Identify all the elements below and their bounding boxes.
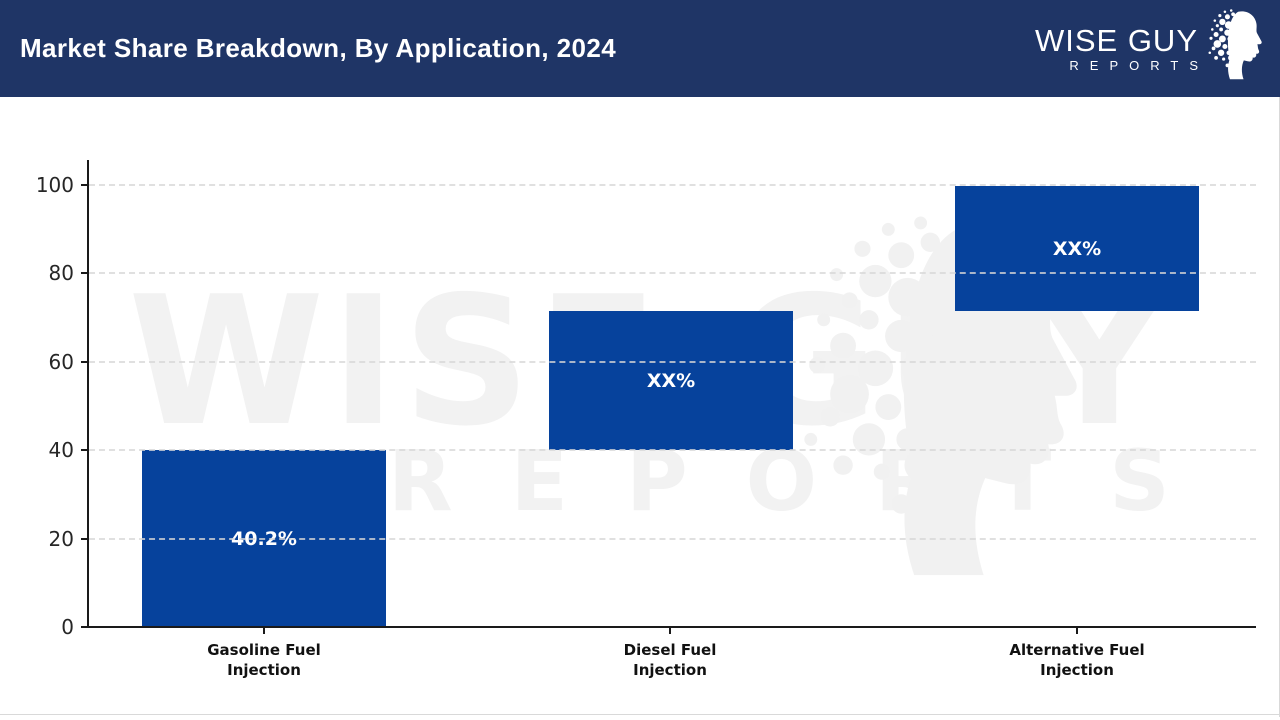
dotted-face-logo-icon <box>1202 8 1268 90</box>
y-tick <box>81 361 87 363</box>
bar-diesel-fuel-injection: XX% <box>549 311 793 450</box>
x-axis-spine <box>87 626 1256 628</box>
wise-guy-reports-logo: WISE GUY REPORTS <box>1035 8 1280 90</box>
x-category-label-alternative: Alternative Fuel Injection <box>1009 641 1145 679</box>
y-tick-label: 20 <box>48 527 74 551</box>
y-tick <box>81 272 87 274</box>
bar-gasoline-fuel-injection: 40.2% <box>142 450 386 627</box>
x-category-label-gasoline: Gasoline Fuel Injection <box>207 641 321 679</box>
bar-value-label: XX% <box>646 369 696 392</box>
y-tick-label: 0 <box>61 615 74 639</box>
y-tick <box>81 538 87 540</box>
bar-value-label: 40.2% <box>231 527 297 550</box>
x-tick <box>669 628 671 634</box>
x-tick <box>263 628 265 634</box>
x-tick <box>1076 628 1078 634</box>
y-tick-label: 100 <box>35 173 74 197</box>
y-tick-label: 40 <box>48 438 74 462</box>
y-tick <box>81 626 87 628</box>
y-axis-spine <box>87 160 89 628</box>
bar-value-label: XX% <box>1052 237 1102 260</box>
watermark-subtitle: REPORTS <box>388 432 1228 530</box>
x-category-label-diesel: Diesel Fuel Injection <box>623 641 717 679</box>
logo-subtitle: REPORTS <box>1069 57 1209 73</box>
header-bar: Market Share Breakdown, By Application, … <box>0 0 1280 97</box>
y-tick <box>81 184 87 186</box>
y-tick-label: 80 <box>48 261 74 285</box>
page-title: Market Share Breakdown, By Application, … <box>20 33 617 63</box>
y-tick-label: 60 <box>48 350 74 374</box>
y-tick <box>81 449 87 451</box>
bar-alternative-fuel-injection: XX% <box>955 186 1199 311</box>
logo-wordmark: WISE GUY <box>1034 22 1198 58</box>
bottom-divider <box>0 714 1280 715</box>
